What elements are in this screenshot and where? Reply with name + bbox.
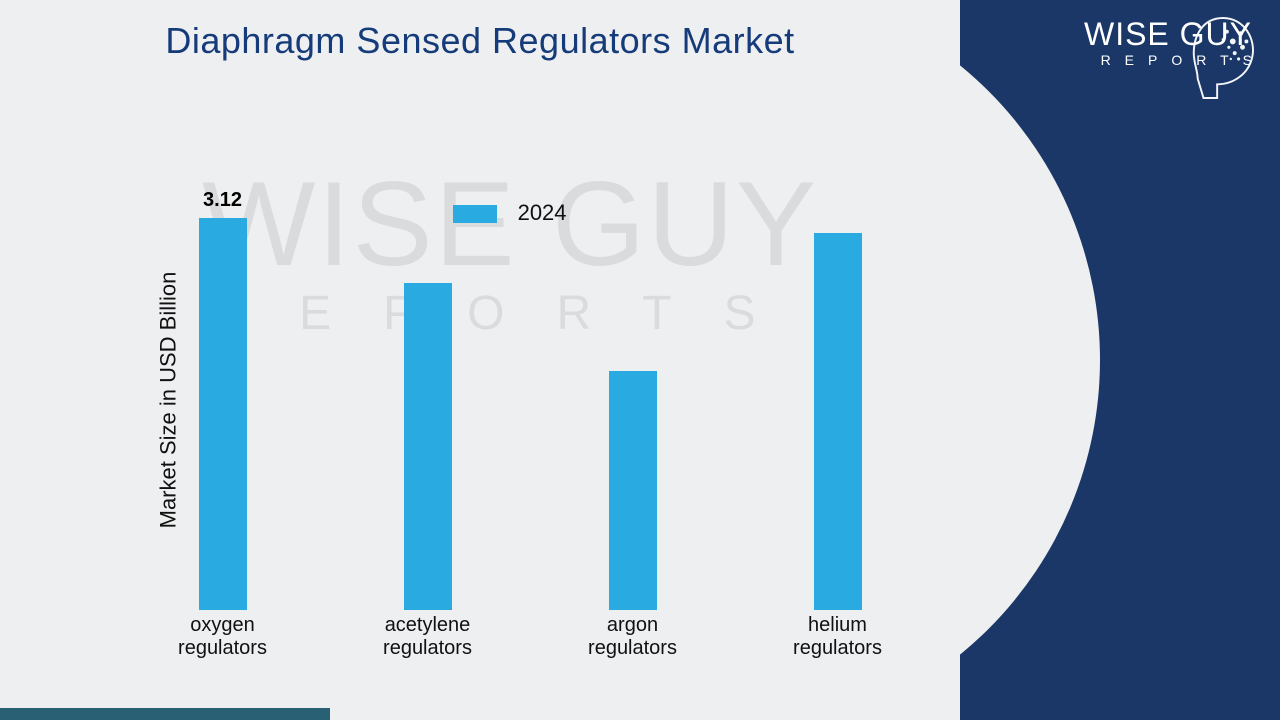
x-axis-category-label: oxygenregulators [143,614,303,662]
page: WISE GUY REPORTS Diaphragm Sensed Regula… [0,0,1280,720]
bar [404,283,452,610]
brand-name: WISE GUY [1084,18,1252,50]
bar [609,371,657,610]
brand-tagline: REPORTS [1084,52,1266,68]
bar-group [758,233,918,610]
x-axis-labels: oxygenregulators acetyleneregulators argon… [120,614,940,662]
bar [814,233,862,610]
bar [199,218,247,610]
bar-group [553,371,713,610]
bar-row: 3.12 [120,170,940,610]
x-axis-category-label: argonregulators [553,614,713,662]
bar-group: 3.12 [143,189,303,610]
bar-group [348,283,508,610]
chart-area: Market Size in USD Billion 2024 3.12 oxy… [60,120,960,680]
footer-accent-bar [0,708,330,720]
x-axis-category-label: heliumregulators [758,614,918,662]
bar-value-label: 3.12 [203,189,242,212]
x-axis-category-label: acetyleneregulators [348,614,508,662]
brand-logo: WISE GUY REPORTS [1084,18,1252,68]
chart-title: Diaphragm Sensed Regulators Market [0,20,960,62]
